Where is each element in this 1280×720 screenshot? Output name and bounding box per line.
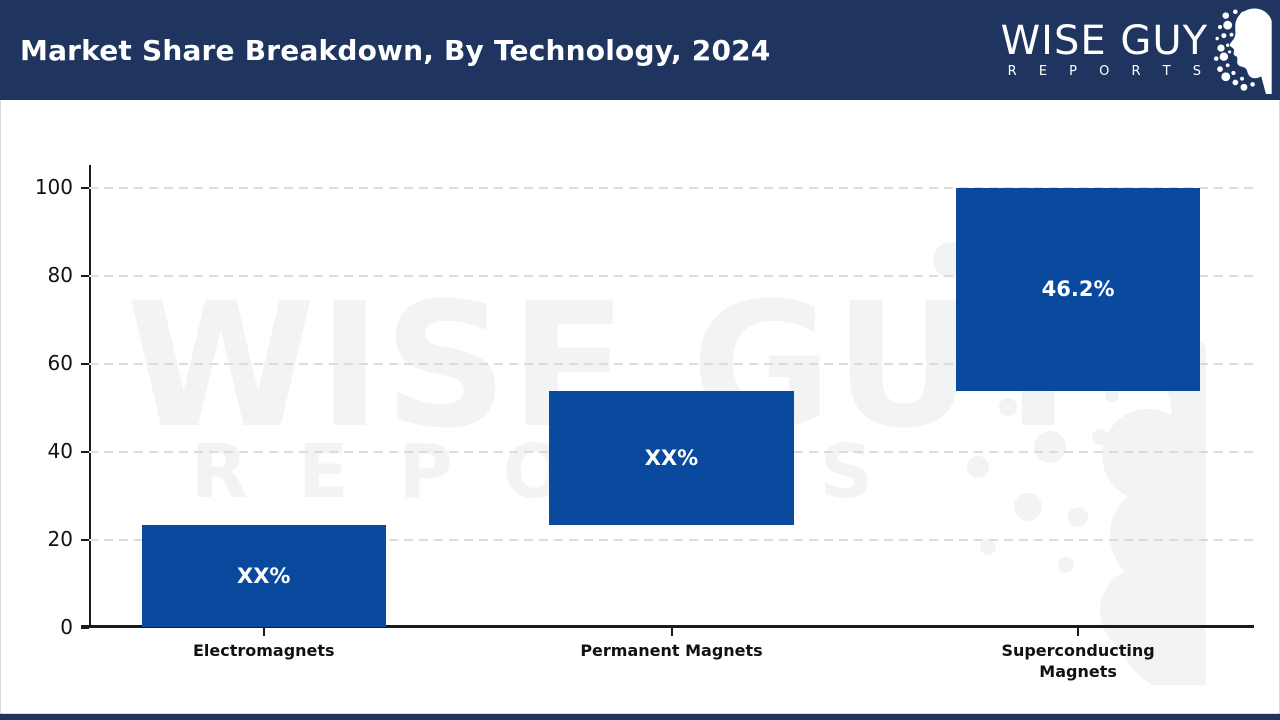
- y-tick-label: 100: [34, 174, 73, 199]
- gridline: [89, 274, 1254, 277]
- bar-segment: XX%: [141, 524, 386, 628]
- page-title: Market Share Breakdown, By Technology, 2…: [20, 33, 771, 67]
- x-axis-line: [81, 625, 1254, 628]
- x-tick-mark: [670, 628, 673, 636]
- bar-value-label: XX%: [644, 445, 699, 470]
- y-tick-mark: [81, 274, 89, 277]
- bar-segment: 46.2%: [956, 187, 1201, 391]
- x-tick-mark: [1077, 628, 1080, 636]
- y-tick-label: 40: [47, 438, 73, 463]
- y-axis-line: [89, 165, 91, 628]
- x-category-label: Superconducting Magnets: [1001, 641, 1155, 681]
- y-tick-mark: [81, 538, 89, 541]
- y-tick-mark: [81, 450, 89, 453]
- y-tick-mark: [81, 186, 89, 189]
- header-bar: Market Share Breakdown, By Technology, 2…: [0, 0, 1280, 100]
- y-tick-label: 20: [47, 526, 73, 551]
- brand-name: WISE GUY: [1000, 18, 1209, 64]
- y-tick-label: 0: [60, 614, 73, 639]
- brand-face-icon: [1213, 8, 1272, 94]
- x-tick-mark: [262, 628, 265, 636]
- gridline: [89, 362, 1254, 365]
- x-category-label: Electromagnets: [192, 641, 335, 660]
- gridline: [89, 538, 1254, 541]
- y-tick-mark: [81, 626, 89, 629]
- brand-logo: WISE GUY R E P O R T S: [999, 0, 1274, 100]
- y-tick-label: 60: [47, 350, 73, 375]
- gridline: [89, 186, 1254, 189]
- brand-logo-text: WISE GUY R E P O R T S: [999, 21, 1210, 79]
- bar-value-label: 46.2%: [1041, 277, 1115, 302]
- brand-subtitle: R E P O R T S: [1007, 64, 1210, 79]
- y-tick-mark: [81, 362, 89, 365]
- plot-area: 0 20 40 60 80 100 XX% Electromagnets XX% Permanen…: [35, 165, 1254, 681]
- y-tick-label: 80: [47, 262, 73, 287]
- footer-bar: [0, 714, 1280, 720]
- bar-segment: XX%: [549, 390, 794, 525]
- x-category-label: Permanent Magnets: [580, 641, 763, 660]
- bar-value-label: XX%: [237, 564, 291, 589]
